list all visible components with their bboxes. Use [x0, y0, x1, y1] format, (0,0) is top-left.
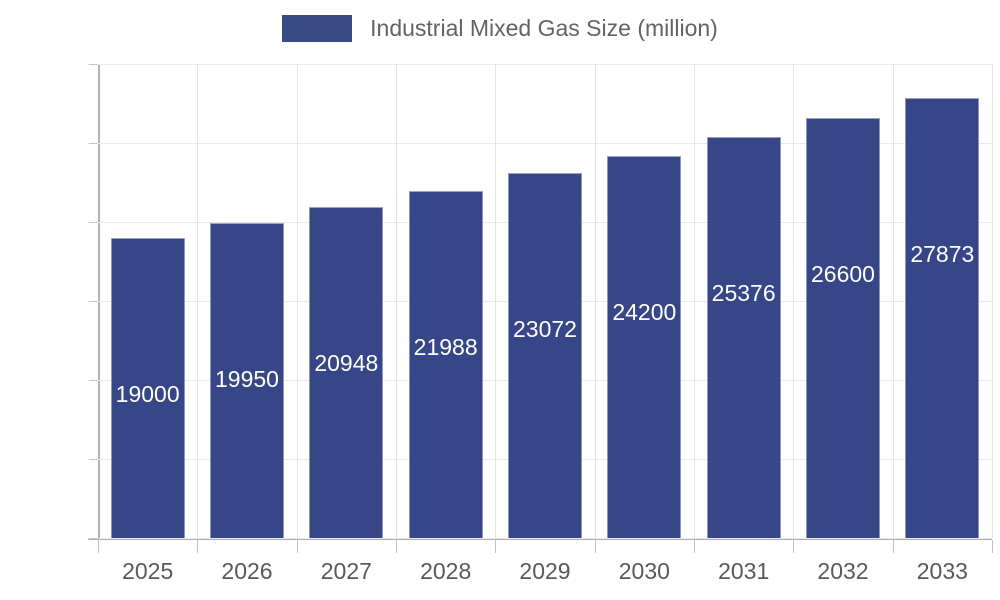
gridline-horizontal — [88, 64, 992, 65]
bar-2031[interactable] — [706, 137, 781, 538]
x-axis-tick-label-2029: 2029 — [519, 558, 571, 584]
bar-2025[interactable] — [110, 237, 185, 538]
gridline-vertical — [197, 64, 198, 538]
x-axis-tick-mark — [892, 540, 894, 553]
x-axis-tick-label-2027: 2027 — [320, 558, 372, 584]
gridline-vertical — [992, 64, 993, 538]
x-axis-tick-label-2033: 2033 — [916, 558, 968, 584]
legend-item-industrial-mixed-gas[interactable]: Industrial Mixed Gas Size (million) — [282, 14, 718, 42]
y-axis-tick-mark — [89, 301, 98, 302]
y-axis-tick-mark — [89, 380, 98, 381]
x-axis-tick-mark — [396, 540, 397, 553]
bar-2029[interactable] — [507, 173, 582, 538]
x-axis-tick-mark — [992, 540, 993, 553]
gridline-vertical — [595, 64, 596, 538]
x-axis-tick-label-2025: 2025 — [122, 558, 174, 584]
bar-2027[interactable] — [309, 207, 384, 538]
x-axis-tick-mark — [694, 540, 695, 553]
x-axis-tick-label-2031: 2031 — [718, 558, 770, 584]
x-axis-tick-mark — [495, 540, 497, 553]
y-axis-tick-mark — [89, 459, 98, 460]
plot-area: 19000 19950 20948 21988 23072 24200 25376 26600… — [88, 64, 993, 539]
gridline-vertical — [694, 64, 695, 538]
y-axis-tick-mark — [89, 222, 98, 223]
x-axis-tick-label-2028: 2028 — [420, 558, 472, 584]
legend-swatch-icon — [282, 14, 353, 42]
x-axis-tick-mark — [197, 540, 199, 553]
y-axis-tick-mark — [89, 64, 98, 65]
x-axis-tick-mark — [594, 540, 596, 553]
x-axis-tick-label-2030: 2030 — [618, 558, 670, 584]
bar-2026[interactable] — [209, 222, 284, 538]
bar-2028[interactable] — [408, 190, 483, 538]
legend-label: Industrial Mixed Gas Size (million) — [370, 14, 718, 41]
gridline-vertical — [297, 64, 298, 538]
gridline-vertical — [893, 64, 894, 538]
x-axis-tick-mark — [98, 540, 99, 553]
x-axis-spine — [88, 538, 992, 540]
gridline-vertical — [495, 64, 496, 538]
x-axis-tick-mark — [793, 540, 795, 553]
gridline-vertical — [793, 64, 794, 538]
bar-2033[interactable] — [905, 97, 980, 538]
gridline-horizontal — [88, 143, 992, 144]
y-axis-tick-mark — [89, 143, 98, 144]
y-axis-tick-mark — [89, 538, 98, 539]
bar-2032[interactable] — [805, 117, 880, 538]
gridline-horizontal — [88, 538, 992, 539]
chart-legend: Industrial Mixed Gas Size (million) — [0, 0, 1000, 56]
x-axis-tick-label-2026: 2026 — [221, 558, 273, 584]
x-axis-tick-label-2032: 2032 — [817, 558, 869, 584]
bar-2030[interactable] — [607, 155, 682, 538]
gridline-vertical — [396, 64, 397, 538]
x-axis-tick-mark — [296, 540, 298, 553]
